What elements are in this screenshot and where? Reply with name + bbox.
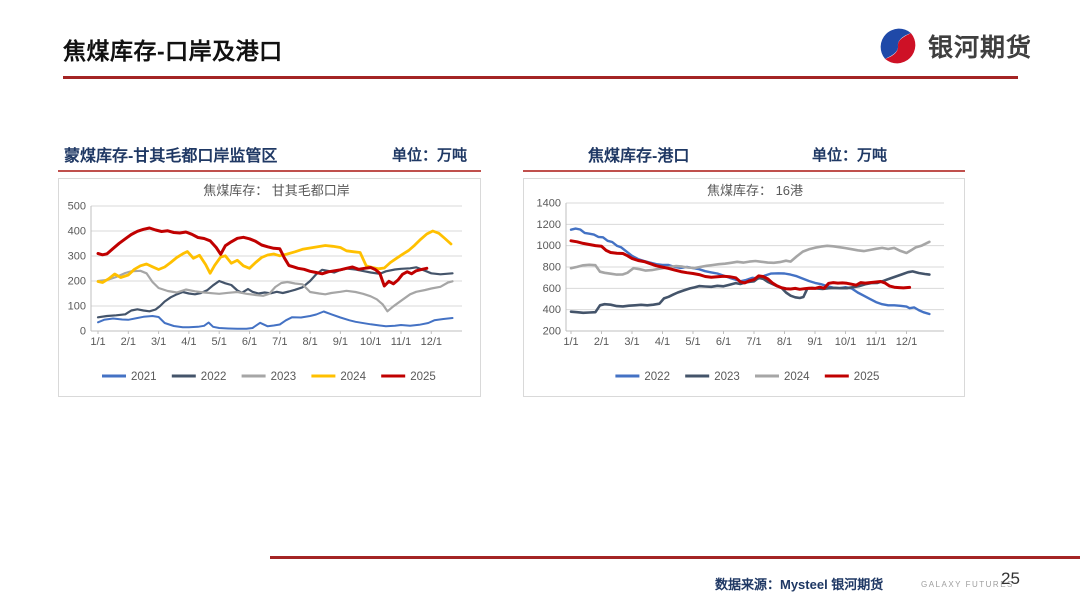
legend-label-2025: 2025 [410, 371, 436, 383]
x-tick-label: 2/1 [121, 336, 136, 348]
x-tick-label: 2/1 [594, 336, 609, 348]
legend-label-2022: 2022 [644, 371, 670, 383]
y-tick-label: 500 [68, 201, 86, 213]
page-title: 焦煤库存-口岸及港口 [63, 38, 283, 64]
x-tick-label: 6/1 [242, 336, 257, 348]
y-tick-label: 200 [543, 326, 561, 338]
series-line-2024 [96, 229, 453, 284]
x-tick-label: 11/1 [391, 336, 412, 348]
x-tick-label: 9/1 [807, 336, 822, 348]
legend-label-2023: 2023 [271, 371, 297, 383]
x-tick-label: 5/1 [685, 336, 700, 348]
y-tick-label: 200 [68, 276, 86, 288]
series-line-2023 [96, 269, 454, 313]
x-tick-label: 4/1 [181, 336, 196, 348]
line-chart: 200 400 600 800 1000 1200 1400 1/1 2/1 3/1 4/1 5/1 6… [537, 183, 944, 383]
y-tick-label: 0 [80, 326, 86, 338]
chart-gccmd-port: 0 100 200 300 400 500 1/1 2/1 3/1 4/1 5/1 6/1 7/1 8/1… [58, 178, 481, 397]
y-tick-label: 400 [68, 226, 86, 238]
panel-mongolian-coal: 蒙煤库存-甘其毛都口岸监管区 单位：万吨 0 100 200 300 400 500 1/1… [58, 141, 481, 397]
panel-rule [523, 170, 965, 172]
legend-label-2024: 2024 [784, 371, 810, 383]
panel-unit: 单位：万吨 [391, 146, 467, 164]
x-tick-label: 8/1 [777, 336, 792, 348]
series-line-2021 [97, 310, 454, 330]
y-tick-label: 400 [543, 304, 561, 316]
x-tick-label: 3/1 [624, 336, 639, 348]
chart-title: 焦煤库存： 甘其毛都口岸 [203, 183, 350, 198]
line-chart: 0 100 200 300 400 500 1/1 2/1 3/1 4/1 5/1 6/1 7/1 8/1… [68, 183, 462, 383]
y-tick-label: 800 [543, 262, 561, 274]
page-number: 25 [1001, 569, 1020, 588]
series-line-2022 [569, 227, 931, 316]
series-line-2024 [569, 240, 931, 276]
series-line-2025 [569, 239, 912, 291]
x-tick-label: 4/1 [655, 336, 670, 348]
panel-port-inventory: 焦煤库存-港口 单位：万吨 200 400 600 800 1000 1200 1400 1/… [523, 141, 965, 397]
legend-label-2025: 2025 [854, 371, 880, 383]
series-line-2025 [96, 226, 429, 288]
x-tick-label: 12/1 [896, 336, 917, 348]
chart-title: 焦煤库存： 16港 [707, 183, 803, 198]
x-tick-label: 1/1 [563, 336, 578, 348]
panel-title: 焦煤库存-港口 [588, 148, 690, 165]
series-line-2022 [96, 266, 454, 319]
y-tick-label: 600 [543, 283, 561, 295]
y-tick-label: 1000 [537, 240, 561, 252]
galaxy-logo: 银河期货 [876, 24, 1032, 68]
x-tick-label: 5/1 [212, 336, 227, 348]
x-tick-label: 10/1 [360, 336, 381, 348]
panel-header: 焦煤库存-港口 单位：万吨 [523, 141, 965, 167]
galaxy-logo-icon [880, 28, 916, 64]
y-tick-label: 1200 [537, 219, 561, 231]
x-tick-label: 9/1 [333, 336, 348, 348]
brand-text: GALAXY FUTURES [921, 580, 1014, 589]
x-tick-label: 3/1 [151, 336, 166, 348]
legend-label-2024: 2024 [340, 371, 366, 383]
footer-rule [270, 556, 1080, 559]
x-tick-label: 1/1 [90, 336, 105, 348]
legend-label-2021: 2021 [131, 371, 157, 383]
panel-title: 蒙煤库存-甘其毛都口岸监管区 [64, 148, 278, 165]
legend-label-2023: 2023 [714, 371, 740, 383]
panel-rule [58, 170, 481, 172]
panel-header: 蒙煤库存-甘其毛都口岸监管区 单位：万吨 [58, 141, 481, 167]
x-tick-label: 7/1 [272, 336, 287, 348]
y-tick-label: 1400 [537, 198, 561, 210]
x-tick-label: 8/1 [302, 336, 317, 348]
chart-16-ports: 200 400 600 800 1000 1200 1400 1/1 2/1 3/1 4/1 5/1 6… [523, 178, 965, 397]
y-tick-label: 300 [68, 251, 86, 263]
legend-label-2022: 2022 [201, 371, 227, 383]
y-tick-label: 100 [68, 301, 86, 313]
x-tick-label: 10/1 [835, 336, 856, 348]
x-tick-label: 6/1 [716, 336, 731, 348]
x-tick-label: 11/1 [866, 336, 887, 348]
panel-unit: 单位：万吨 [811, 146, 887, 164]
x-tick-label: 7/1 [746, 336, 761, 348]
data-source: 数据来源：Mysteel 银河期货 [715, 577, 884, 592]
header-rule [63, 76, 1018, 79]
x-tick-label: 12/1 [421, 336, 442, 348]
galaxy-logo-text: 银河期货 [928, 34, 1033, 62]
